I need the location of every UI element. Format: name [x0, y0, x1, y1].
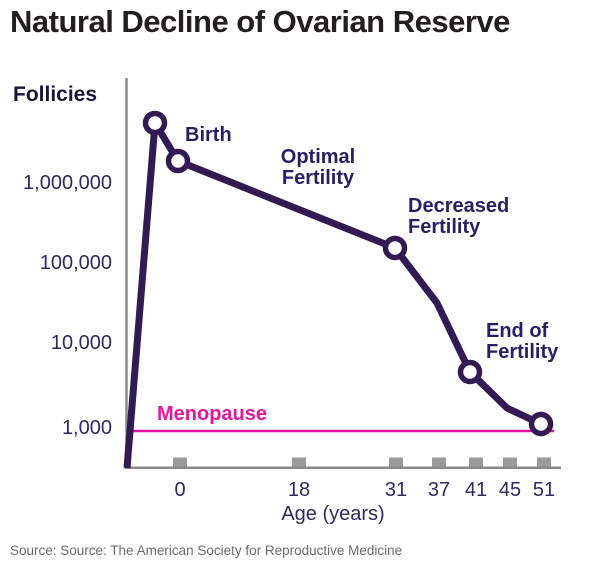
x-tick-mark [389, 457, 403, 468]
data-point-marker [528, 411, 554, 437]
x-tick-label-51: 51 [532, 479, 556, 501]
data-point-marker [142, 110, 168, 136]
annotation-decreased-fertility: Decreased Fertility [408, 195, 510, 238]
data-point-marker [165, 148, 191, 174]
x-tick-mark [537, 457, 551, 468]
x-tick-mark [503, 457, 517, 468]
x-tick-label-0: 0 [174, 479, 186, 501]
y-tick-label-100000: 100,000 [39, 252, 112, 274]
x-tick-label-18: 18 [287, 479, 311, 501]
x-tick-marks [173, 457, 551, 468]
annotation-optimal-fertility: Optimal Fertility [280, 146, 356, 189]
annotation-menopause: Menopause [157, 403, 268, 425]
page-title: Natural Decline of Ovarian Reserve [10, 4, 510, 39]
y-tick-label-10000: 10,000 [50, 332, 112, 354]
data-point-markers [142, 110, 554, 437]
x-tick-label-41: 41 [464, 479, 488, 501]
source-note: Source: Source: The American Society for… [10, 543, 403, 558]
x-tick-mark [173, 457, 187, 468]
x-tick-label-45: 45 [498, 479, 522, 501]
x-tick-label-37: 37 [427, 479, 451, 501]
x-axis-title: Age (years) [281, 503, 385, 525]
data-point-marker [382, 235, 408, 261]
x-tick-mark [469, 457, 483, 468]
y-tick-label-1000: 1,000 [61, 417, 112, 439]
x-tick-mark [292, 457, 306, 468]
y-axis-title: Follicies [13, 83, 98, 106]
annotation-end-of-fertility: End of Fertility [486, 320, 559, 363]
x-tick-mark [432, 457, 446, 468]
y-tick-label-1000000: 1,000,000 [23, 172, 112, 194]
data-point-marker [457, 359, 483, 385]
annotation-birth: Birth [185, 124, 232, 146]
x-tick-label-31: 31 [384, 479, 408, 501]
